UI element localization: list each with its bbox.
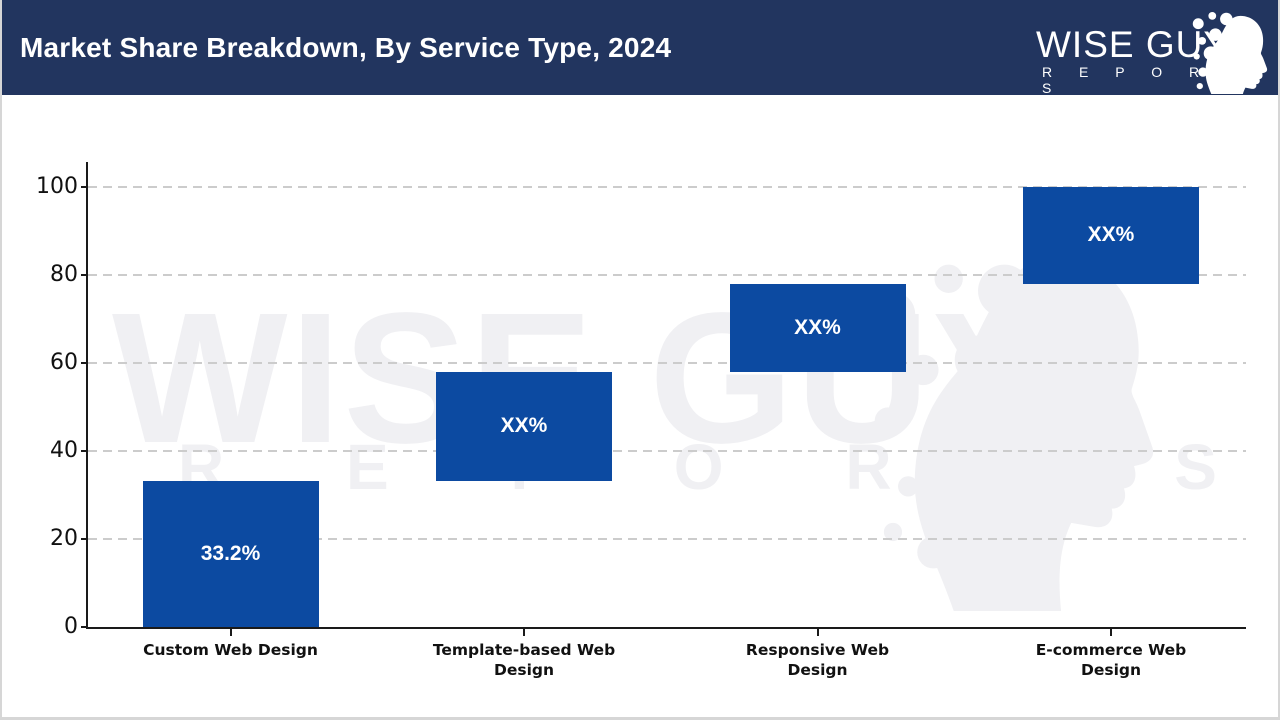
logo-subtitle: R E P O R T S <box>1042 64 1246 96</box>
x-category-label-4: E-commerce Web Design <box>1035 641 1187 679</box>
logo-dot-face-icon <box>1192 12 1268 94</box>
bar-value-label-2: XX% <box>500 414 548 438</box>
x-tick-4 <box>1110 629 1112 636</box>
x-tick-1 <box>229 629 232 636</box>
bar-value-label-1: 33.2% <box>200 541 261 565</box>
gridline-20 <box>88 538 1246 540</box>
y-tick-label-100: 100 <box>36 174 78 199</box>
y-tick-label-20: 20 <box>50 526 78 551</box>
x-category-label-2: Template-based Web Design <box>432 641 616 679</box>
bar-1: 33.2% <box>142 480 319 627</box>
gridline-40 <box>88 450 1246 452</box>
x-category-label-1: Custom Web Design <box>143 641 318 659</box>
x-category-label-3: Responsive Web Design <box>745 641 890 679</box>
y-tick-label-60: 60 <box>50 350 78 375</box>
y-tick-label-40: 40 <box>50 438 78 463</box>
y-tick-100 <box>81 186 88 188</box>
y-tick-20 <box>81 538 88 540</box>
header-band: Market Share Breakdown, By Service Type,… <box>0 0 1280 96</box>
y-tick-40 <box>81 450 88 452</box>
y-tick-label-80: 80 <box>50 262 78 287</box>
y-tick-60 <box>81 362 88 364</box>
bar-2: XX% <box>436 371 612 481</box>
bar-4: XX% <box>1023 187 1199 284</box>
gridline-60 <box>88 362 1246 364</box>
x-axis-line <box>86 627 1246 629</box>
y-tick-80 <box>81 274 88 276</box>
y-tick-0 <box>81 626 88 628</box>
bar-value-label-3: XX% <box>794 315 841 339</box>
y-axis-line <box>86 162 88 629</box>
y-tick-label-0: 0 <box>64 614 78 639</box>
bar-value-label-4: XX% <box>1087 223 1135 247</box>
gridline-100 <box>88 186 1246 188</box>
x-tick-2 <box>523 629 525 636</box>
gridline-80 <box>88 274 1246 276</box>
chart-title: Market Share Breakdown, By Service Type,… <box>20 31 672 63</box>
bar-3: XX% <box>729 283 906 372</box>
x-tick-3 <box>816 629 819 636</box>
wise-guy-reports-logo: WISE GUY R E P O R T S <box>1006 6 1268 96</box>
